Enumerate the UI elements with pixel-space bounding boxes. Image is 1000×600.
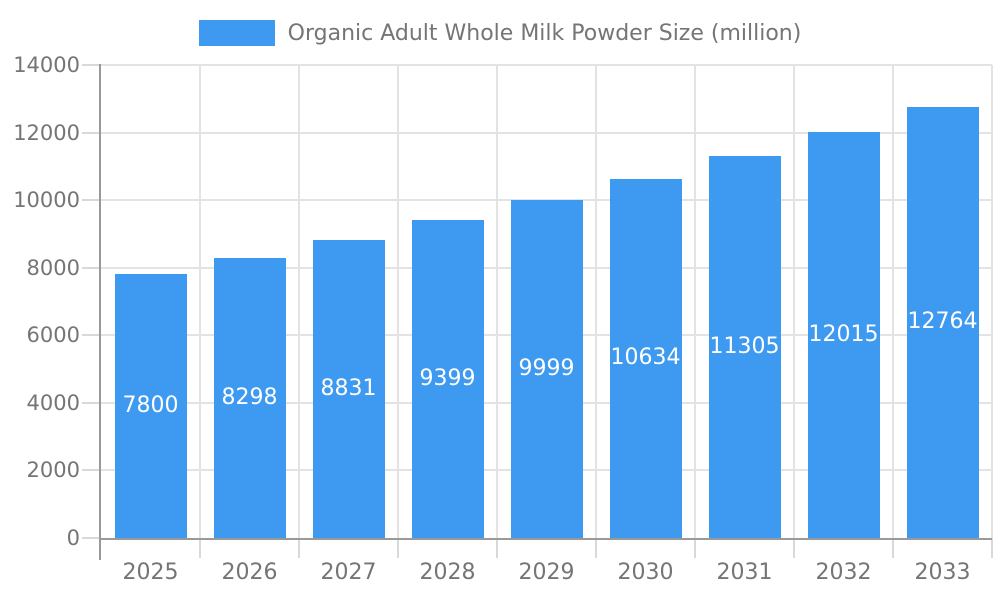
legend-label[interactable]: Organic Adult Whole Milk Powder Size (mi… xyxy=(287,20,802,46)
horizontal-gridline xyxy=(101,64,992,66)
x-axis-tick-label: 2031 xyxy=(716,560,773,585)
y-axis-tick xyxy=(82,469,100,472)
bar-value-label: 11305 xyxy=(709,334,780,360)
legend[interactable]: Organic Adult Whole Milk Powder Size (mi… xyxy=(0,19,1000,47)
vertical-gridline xyxy=(397,65,399,538)
x-axis-line xyxy=(99,538,992,540)
bar xyxy=(708,156,781,538)
bar xyxy=(411,220,484,538)
y-axis-tick xyxy=(82,266,100,269)
vertical-gridline xyxy=(991,65,993,538)
y-axis-tick xyxy=(82,131,100,134)
bar-value-label: 8298 xyxy=(221,384,278,410)
vertical-gridline xyxy=(595,65,597,538)
y-axis-tick-label: 2000 xyxy=(26,458,80,483)
x-axis-tick-label: 2027 xyxy=(320,560,377,585)
x-axis-tick xyxy=(991,538,993,558)
bar xyxy=(213,257,286,538)
y-axis-tick xyxy=(82,199,100,202)
y-axis-tick-label: 6000 xyxy=(26,323,80,348)
x-axis-tick-label: 2032 xyxy=(815,560,872,585)
x-axis-tick xyxy=(298,538,300,558)
x-axis-tick xyxy=(694,538,696,558)
bar xyxy=(906,106,979,538)
x-axis-tick xyxy=(199,538,201,558)
bar xyxy=(312,239,385,538)
bar xyxy=(114,274,187,538)
y-axis-tick-label: 14000 xyxy=(13,53,80,77)
y-axis-tick xyxy=(82,334,100,337)
bar-value-label: 12764 xyxy=(907,309,978,335)
y-axis-tick-label: 10000 xyxy=(13,188,80,213)
bar xyxy=(510,200,583,538)
bar-value-label: 8831 xyxy=(320,375,377,401)
vertical-gridline xyxy=(694,65,696,538)
x-axis-tick xyxy=(397,538,399,558)
y-axis-tick-label: 8000 xyxy=(26,255,80,280)
vertical-gridline xyxy=(892,65,894,538)
x-axis-tick-label: 2025 xyxy=(122,560,179,585)
x-axis-tick-label: 2030 xyxy=(617,560,674,585)
y-axis-tick-label: 0 xyxy=(66,526,80,550)
y-axis-line xyxy=(99,64,101,560)
x-axis-tick-label: 2026 xyxy=(221,560,278,585)
y-axis-tick xyxy=(82,537,100,539)
vertical-gridline xyxy=(793,65,795,538)
x-axis-tick xyxy=(892,538,894,558)
y-axis-tick xyxy=(82,64,100,66)
horizontal-gridline xyxy=(101,131,992,134)
bar-value-label: 12015 xyxy=(808,322,879,348)
x-axis-tick-label: 2033 xyxy=(914,560,971,585)
y-axis-tick-label: 4000 xyxy=(26,390,80,415)
x-axis-tick-label: 2028 xyxy=(419,560,476,585)
bar-value-label: 9399 xyxy=(419,366,476,392)
vertical-gridline xyxy=(496,65,498,538)
x-axis-tick xyxy=(793,538,795,558)
bar-value-label: 9999 xyxy=(518,356,575,382)
vertical-gridline xyxy=(298,65,300,538)
bar xyxy=(807,132,880,538)
x-axis-tick xyxy=(496,538,498,558)
legend-swatch[interactable] xyxy=(198,20,275,46)
vertical-gridline xyxy=(199,65,201,538)
horizontal-gridline xyxy=(101,199,992,202)
bar-value-label: 10634 xyxy=(610,345,681,371)
y-axis-tick-label: 12000 xyxy=(13,120,80,145)
x-axis-tick xyxy=(595,538,597,558)
y-axis-tick xyxy=(82,401,100,404)
x-axis-tick-label: 2029 xyxy=(518,560,575,585)
bar-value-label: 7800 xyxy=(122,393,179,419)
bar xyxy=(609,178,682,538)
